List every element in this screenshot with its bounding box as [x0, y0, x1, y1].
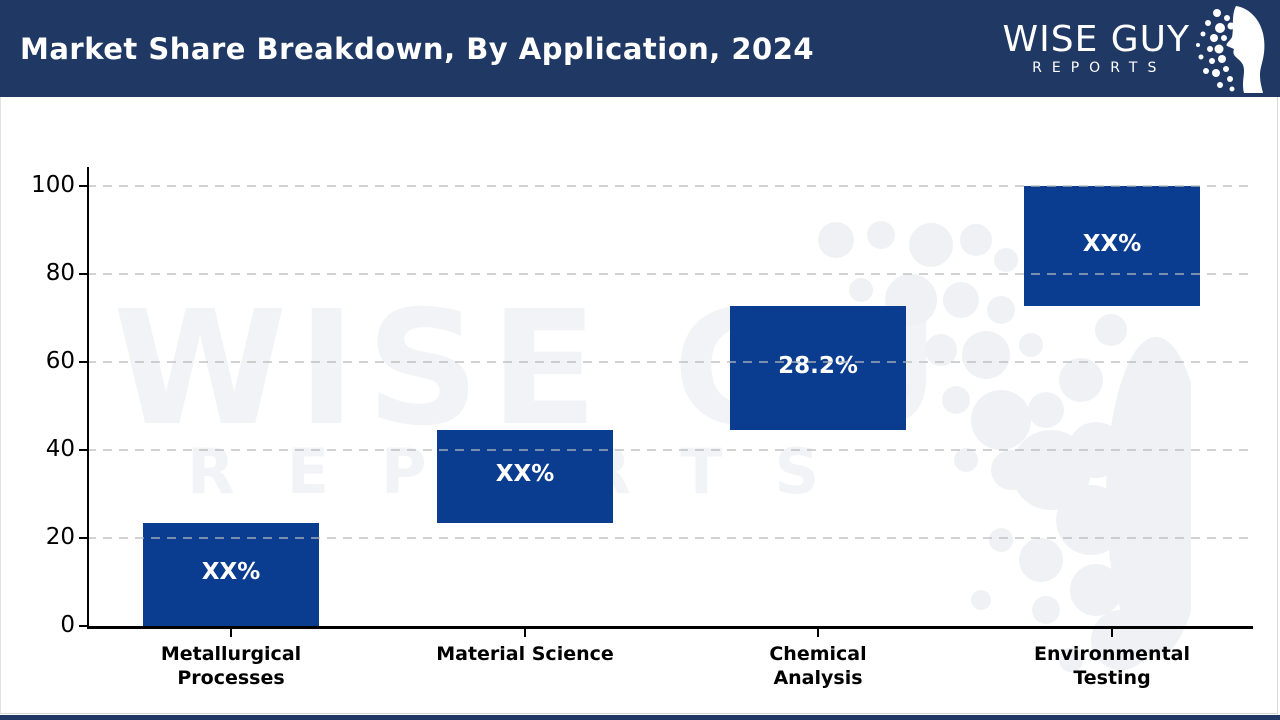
- footer-bar: [0, 715, 1280, 720]
- gridline-100: [87, 185, 1253, 187]
- bar-3: [730, 306, 906, 431]
- bar-4: [1024, 186, 1200, 307]
- logo-face-icon: [1196, 5, 1265, 93]
- bar-value-label: XX%: [1082, 231, 1142, 258]
- y-tick-label: 40: [45, 436, 75, 462]
- x-tick-3: [817, 629, 819, 637]
- wiseguy-logo: WISE GUY REPORTS: [1003, 5, 1267, 93]
- logo-subtext: REPORTS: [1032, 60, 1167, 76]
- category-label-4: Environmental Testing: [1034, 643, 1190, 689]
- category-label-1: Metallurgical Processes: [160, 643, 302, 689]
- bar-1: [143, 522, 319, 626]
- x-tick-4: [1111, 629, 1113, 637]
- y-tick-label: 80: [45, 260, 75, 286]
- header-bar: Market Share Breakdown, By Application, …: [0, 0, 1280, 97]
- y-tick-label: 60: [45, 348, 75, 374]
- chart-title: Market Share Breakdown, By Application, …: [20, 31, 815, 66]
- logo-text: WISE GUY REPORTS: [1002, 19, 1191, 76]
- x-tick-2: [524, 629, 526, 637]
- gridline-80: [87, 273, 1253, 275]
- y-tick-label: 0: [60, 612, 75, 638]
- y-tick-100: [79, 185, 87, 187]
- y-tick-label: 20: [45, 524, 75, 550]
- bar-value-label: XX%: [495, 461, 555, 488]
- bar-value-label: XX%: [201, 559, 261, 586]
- category-label-3: Chemical Analysis: [769, 643, 867, 689]
- x-tick-1: [230, 629, 232, 637]
- y-tick-label: 100: [31, 172, 75, 198]
- gridline-40: [87, 449, 1253, 451]
- logo-wordmark: WISE GUY: [1002, 19, 1190, 60]
- gridline-20: [87, 537, 1253, 539]
- y-tick-40: [79, 449, 87, 451]
- y-tick-60: [79, 361, 87, 363]
- y-tick-0: [79, 625, 87, 627]
- category-label-2: Material Science: [436, 643, 614, 665]
- bar-value-label: 28.2%: [778, 353, 858, 380]
- y-tick-20: [79, 537, 87, 539]
- bar-2: [437, 430, 613, 523]
- y-tick-80: [79, 273, 87, 275]
- x-axis-spine: [87, 626, 1253, 629]
- gridline-60: [87, 361, 1253, 363]
- chart-area: WISE GU REPORTS XX%XX%28.2%XX%0204060801…: [0, 97, 1278, 714]
- y-axis-spine: [87, 167, 89, 628]
